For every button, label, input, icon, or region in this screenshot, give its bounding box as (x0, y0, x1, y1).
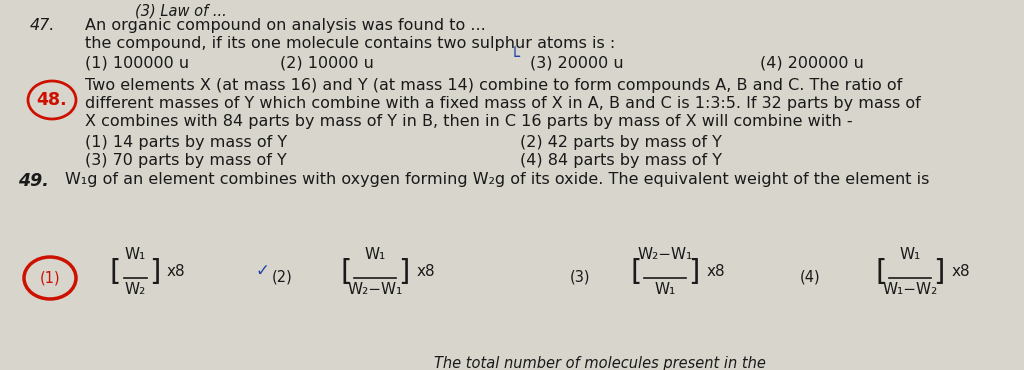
Text: W₁: W₁ (365, 247, 386, 262)
Text: An organic compound on analysis was found to ...: An organic compound on analysis was foun… (85, 18, 485, 33)
Text: ]: ] (688, 258, 700, 286)
Text: └: └ (510, 48, 520, 66)
Text: W₁: W₁ (654, 282, 676, 297)
Text: (1): (1) (40, 270, 60, 286)
Text: 47.: 47. (30, 18, 55, 33)
Text: W₁g of an element combines with oxygen forming W₂g of its oxide. The equivalent : W₁g of an element combines with oxygen f… (65, 172, 930, 187)
Text: [: [ (876, 258, 887, 286)
Text: the compound, if its one molecule contains two sulphur atoms is :: the compound, if its one molecule contai… (85, 36, 615, 51)
Text: W₁−W₂: W₁−W₂ (883, 282, 938, 297)
Text: (3) 20000 u: (3) 20000 u (530, 56, 624, 71)
Text: W₁: W₁ (899, 247, 921, 262)
Text: [: [ (630, 258, 641, 286)
Text: ]: ] (148, 258, 160, 286)
Text: (2) 10000 u: (2) 10000 u (280, 56, 374, 71)
Text: (2) 42 parts by mass of Y: (2) 42 parts by mass of Y (520, 135, 722, 150)
Text: (4) 200000 u: (4) 200000 u (760, 56, 864, 71)
Text: X combines with 84 parts by mass of Y in B, then in C 16 parts by mass of X will: X combines with 84 parts by mass of Y in… (85, 114, 853, 129)
Text: x8: x8 (167, 265, 185, 279)
Text: (1) 100000 u: (1) 100000 u (85, 56, 189, 71)
Text: (1) 14 parts by mass of Y: (1) 14 parts by mass of Y (85, 135, 287, 150)
Text: (4): (4) (800, 270, 820, 285)
Text: [: [ (110, 258, 121, 286)
Text: (3) 70 parts by mass of Y: (3) 70 parts by mass of Y (85, 153, 287, 168)
Text: The total number of molecules present in the: The total number of molecules present in… (434, 356, 766, 370)
Text: x8: x8 (707, 265, 725, 279)
Text: W₂−W₁: W₂−W₁ (637, 247, 692, 262)
Text: different masses of Y which combine with a fixed mass of X in A, B and C is 1:3:: different masses of Y which combine with… (85, 96, 921, 111)
Text: ✓: ✓ (256, 262, 270, 280)
Text: W₁: W₁ (124, 247, 145, 262)
Text: x8: x8 (951, 265, 970, 279)
Text: ]: ] (934, 258, 945, 286)
Text: W₂: W₂ (124, 282, 145, 297)
Text: Two elements X (at mass 16) and Y (at mass 14) combine to form compounds A, B an: Two elements X (at mass 16) and Y (at ma… (85, 78, 902, 93)
Text: 48.: 48. (37, 91, 68, 109)
Text: ]: ] (398, 258, 410, 286)
Text: 49.: 49. (18, 172, 49, 190)
Text: (3) Law of ...: (3) Law of ... (135, 4, 226, 19)
Text: x8: x8 (416, 265, 435, 279)
Text: [: [ (340, 258, 351, 286)
Text: (4) 84 parts by mass of Y: (4) 84 parts by mass of Y (520, 153, 722, 168)
Text: (2): (2) (272, 270, 293, 285)
Text: W₂−W₁: W₂−W₁ (347, 282, 402, 297)
Text: (3): (3) (570, 270, 591, 285)
